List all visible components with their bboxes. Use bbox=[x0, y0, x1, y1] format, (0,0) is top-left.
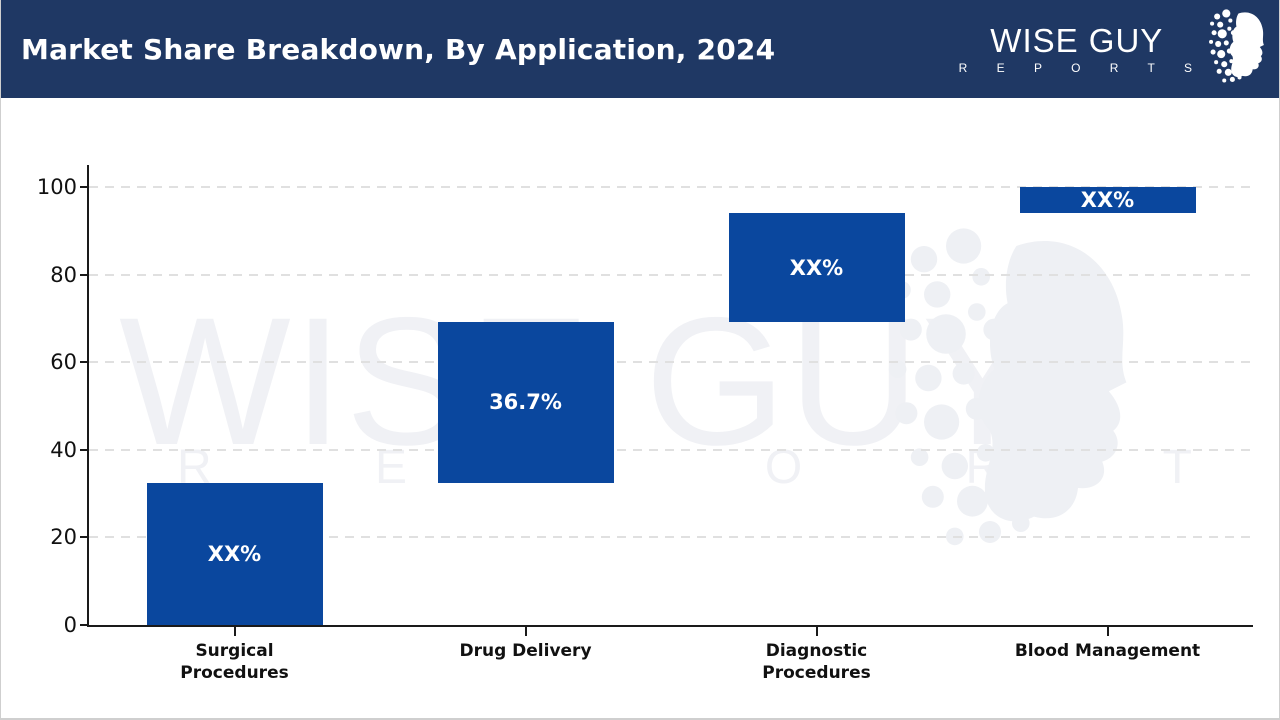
x-tick-diagnostic-procedures bbox=[815, 627, 818, 636]
bar-drug-delivery: 36.7% bbox=[437, 321, 614, 483]
wise-guy-face-icon bbox=[1207, 8, 1273, 90]
page-title: Market Share Breakdown, By Application, … bbox=[21, 32, 776, 66]
gridline-40 bbox=[89, 448, 1253, 451]
gridline-60 bbox=[89, 361, 1253, 364]
y-tick-label-80: 80 bbox=[50, 262, 77, 287]
x-axis bbox=[87, 625, 1253, 628]
gridline-100 bbox=[89, 186, 1253, 188]
bar-blood-management: XX% bbox=[1019, 187, 1196, 214]
y-tick-label-100: 100 bbox=[36, 175, 77, 199]
bar-value-label-diagnostic-procedures: XX% bbox=[789, 255, 844, 280]
y-tick-label-0: 0 bbox=[63, 613, 77, 637]
logo-sub: R E P O R T S bbox=[958, 60, 1205, 75]
category-label-surgical-procedures: Surgical Procedures bbox=[180, 641, 289, 683]
y-tick-label-60: 60 bbox=[50, 350, 77, 375]
bar-value-label-surgical-procedures: XX% bbox=[207, 541, 262, 566]
y-axis bbox=[87, 165, 90, 627]
gridline-80 bbox=[89, 273, 1253, 276]
logo-text: WISE GUY R E P O R T S bbox=[949, 24, 1205, 75]
waterfall-chart: 0 20 40 60 80 100 XX% Surgical Procedures 36.7% D… bbox=[1, 98, 1279, 718]
wise-guy-logo: WISE GUY R E P O R T S bbox=[949, 8, 1273, 90]
bar-value-label-drug-delivery: 36.7% bbox=[489, 390, 562, 415]
y-tick-20 bbox=[80, 536, 89, 539]
y-tick-label-20: 20 bbox=[50, 525, 77, 550]
category-label-blood-management: Blood Management bbox=[1014, 641, 1201, 661]
bar-value-label-blood-management: XX% bbox=[1080, 188, 1135, 213]
category-label-diagnostic-procedures: Diagnostic Procedures bbox=[762, 641, 871, 683]
gridline-20 bbox=[89, 536, 1253, 539]
logo-name: WISE GUY bbox=[990, 21, 1164, 59]
x-tick-blood-management bbox=[1106, 627, 1109, 636]
x-tick-surgical-procedures bbox=[233, 627, 236, 636]
y-tick-80 bbox=[80, 273, 89, 276]
y-tick-60 bbox=[80, 361, 89, 364]
y-tick-0 bbox=[80, 624, 89, 626]
category-label-drug-delivery: Drug Delivery bbox=[459, 641, 592, 661]
y-tick-100 bbox=[80, 186, 89, 188]
bar-diagnostic-procedures: XX% bbox=[728, 213, 905, 322]
y-tick-40 bbox=[80, 448, 89, 451]
header: Market Share Breakdown, By Application, … bbox=[1, 0, 1279, 98]
x-tick-drug-delivery bbox=[524, 627, 527, 636]
y-tick-label-40: 40 bbox=[50, 437, 77, 462]
chart-area: WISE GUY R E P O R T S 020406080100XX%Su… bbox=[1, 98, 1279, 718]
bar-surgical-procedures: XX% bbox=[146, 482, 323, 625]
